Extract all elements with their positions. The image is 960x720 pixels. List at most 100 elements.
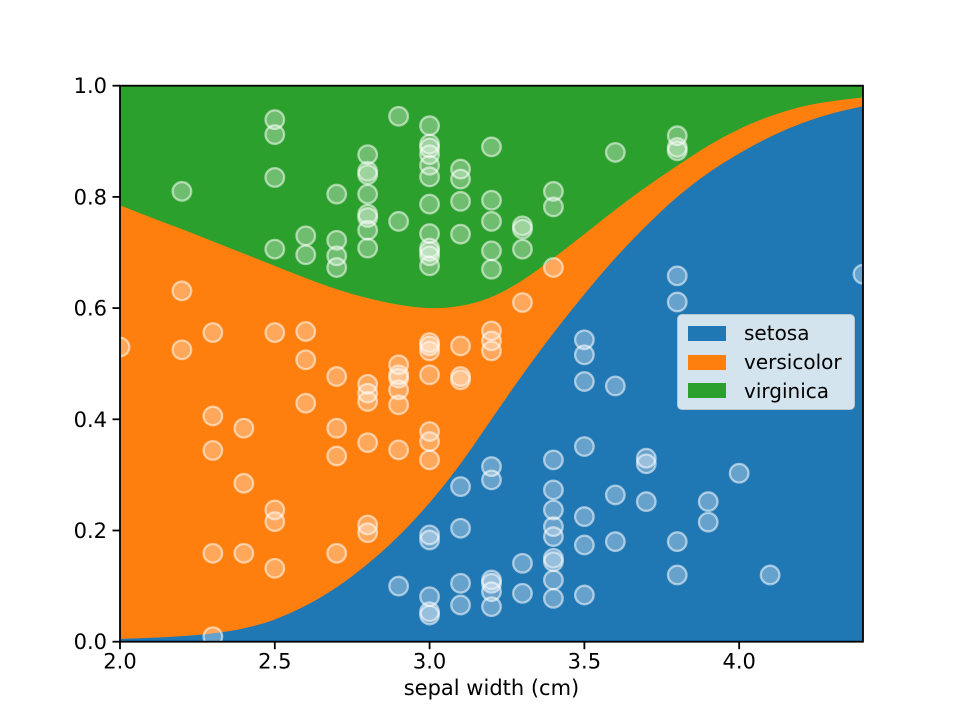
legend-entry-virginica: virginica — [686, 376, 846, 405]
scatter-point-virginica — [357, 183, 379, 205]
scatter-point-setosa — [419, 604, 441, 626]
legend-swatch-virginica — [688, 383, 726, 399]
scatter-point-setosa — [450, 476, 471, 498]
scatter-point-virginica — [512, 218, 533, 240]
scatter-point-setosa — [573, 371, 595, 392]
scatter-point-virginica — [295, 225, 317, 247]
scatter-point-setosa — [450, 594, 471, 616]
y-tick-label: 1.0 — [74, 74, 107, 98]
scatter-point-setosa — [542, 479, 564, 501]
scatter-point-setosa — [666, 564, 688, 586]
scatter-point-versicolor — [388, 394, 410, 416]
scatter-point-versicolor — [450, 335, 471, 357]
scatter-point-versicolor — [202, 322, 224, 344]
scatter-point-virginica — [512, 238, 533, 260]
scatter-point-versicolor — [357, 391, 379, 412]
scatter-point-setosa — [388, 575, 410, 597]
scatter-point-versicolor — [264, 322, 286, 344]
axes-frame — [119, 84, 864, 643]
scatter-point-virginica — [604, 141, 626, 163]
scatter-point-setosa — [542, 587, 564, 609]
scatter-point-virginica — [481, 240, 502, 262]
scatter-point-virginica — [666, 140, 688, 162]
scatter-point-virginica — [450, 190, 471, 212]
scatter-point-virginica — [171, 180, 193, 202]
scatter-point-setosa — [604, 375, 626, 397]
legend-label-versicolor: versicolor — [744, 350, 842, 374]
scatter-point-virginica — [419, 193, 441, 215]
scatter-point-setosa — [481, 596, 502, 618]
y-tick-label: 0.2 — [74, 519, 107, 543]
scatter-point-setosa — [573, 344, 595, 366]
scatter-point-versicolor — [295, 349, 317, 371]
scatter-point-setosa — [697, 511, 719, 533]
scatter-point-virginica — [419, 166, 441, 188]
x-tick-label: 3.0 — [413, 650, 446, 674]
scatter-point-virginica — [450, 223, 471, 245]
scatter-point-virginica — [295, 244, 317, 266]
scatter-point-versicolor — [481, 340, 502, 362]
scatter-point-virginica — [481, 210, 502, 232]
x-tick-label: 2.0 — [103, 650, 136, 674]
scatter-point-versicolor — [171, 280, 193, 302]
scatter-point-virginica — [419, 255, 441, 277]
scatter-point-versicolor — [326, 417, 348, 439]
scatter-point-setosa — [852, 263, 863, 285]
scatter-point-setosa — [635, 447, 657, 469]
scatter-point-setosa — [604, 484, 626, 506]
scatter-point-virginica — [542, 196, 564, 218]
scatter-point-setosa — [450, 572, 471, 594]
scatter-point-setosa — [666, 265, 688, 287]
legend-swatch-versicolor — [688, 354, 726, 370]
scatter-point-virginica — [264, 124, 286, 146]
scatter-point-setosa — [419, 529, 441, 551]
scatter-point-versicolor — [512, 292, 533, 313]
scatter-point-setosa — [419, 524, 441, 546]
scatter-point-versicolor — [233, 417, 255, 439]
scatter-point-setosa — [481, 469, 502, 491]
scatter-point-versicolor — [202, 542, 224, 564]
y-tick-label: 0.4 — [74, 408, 107, 432]
scatter-point-virginica — [264, 109, 286, 131]
scatter-point-setosa — [542, 551, 564, 573]
scatter-point-setosa — [635, 491, 657, 513]
scatter-point-versicolor — [120, 336, 131, 358]
scatter-point-versicolor — [295, 321, 317, 342]
legend-swatch-setosa — [688, 325, 726, 341]
scatter-point-setosa — [573, 534, 595, 556]
scatter-point-versicolor — [264, 557, 286, 579]
scatter-point-virginica — [481, 189, 502, 211]
legend-entry-versicolor: versicolor — [686, 348, 846, 377]
scatter-point-setosa — [542, 526, 564, 548]
scatter-point-versicolor — [419, 340, 441, 362]
scatter-point-setosa — [604, 531, 626, 553]
scatter-point-setosa — [202, 626, 224, 642]
scatter-point-virginica — [388, 210, 410, 232]
scatter-point-virginica — [419, 137, 441, 159]
x-tick-label: 3.5 — [568, 650, 601, 674]
scatter-point-setosa — [481, 581, 502, 603]
scatter-point-versicolor — [202, 405, 224, 427]
scatter-point-virginica — [357, 219, 379, 241]
scatter-point-versicolor — [357, 432, 379, 454]
scatter-point-virginica — [481, 258, 502, 280]
scatter-point-versicolor — [419, 364, 441, 386]
scatter-point-virginica — [481, 136, 502, 158]
legend-entry-setosa: setosa — [686, 319, 846, 348]
scatter-point-setosa — [666, 291, 688, 313]
scatter-point-versicolor — [357, 522, 379, 544]
scatter-point-setosa — [573, 506, 595, 528]
scatter-point-virginica — [326, 229, 348, 251]
scatter-point-versicolor — [388, 439, 410, 461]
y-tick-label: 0.8 — [74, 185, 107, 209]
scatter-point-setosa — [666, 531, 688, 553]
y-tick-label: 0.0 — [74, 630, 107, 654]
scatter-point-virginica — [357, 144, 379, 166]
y-tick-label: 0.6 — [74, 297, 107, 321]
x-tick-label: 2.5 — [258, 650, 291, 674]
scatter-point-versicolor — [202, 439, 224, 461]
scatter-point-versicolor — [419, 335, 441, 357]
scatter-point-virginica — [419, 144, 441, 166]
scatter-point-setosa — [728, 462, 750, 484]
